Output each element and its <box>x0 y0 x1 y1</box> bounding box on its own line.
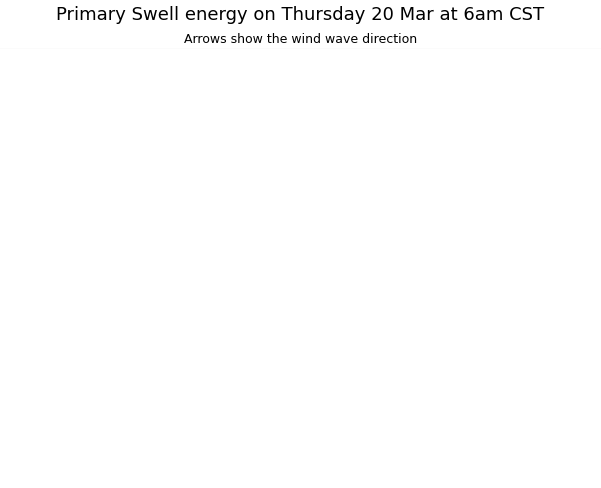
Text: cartopy required: cartopy required <box>243 262 358 276</box>
Text: Arrows show the wind wave direction: Arrows show the wind wave direction <box>184 33 417 46</box>
Text: Primary Swell energy on Thursday 20 Mar at 6am CST: Primary Swell energy on Thursday 20 Mar … <box>56 6 545 24</box>
